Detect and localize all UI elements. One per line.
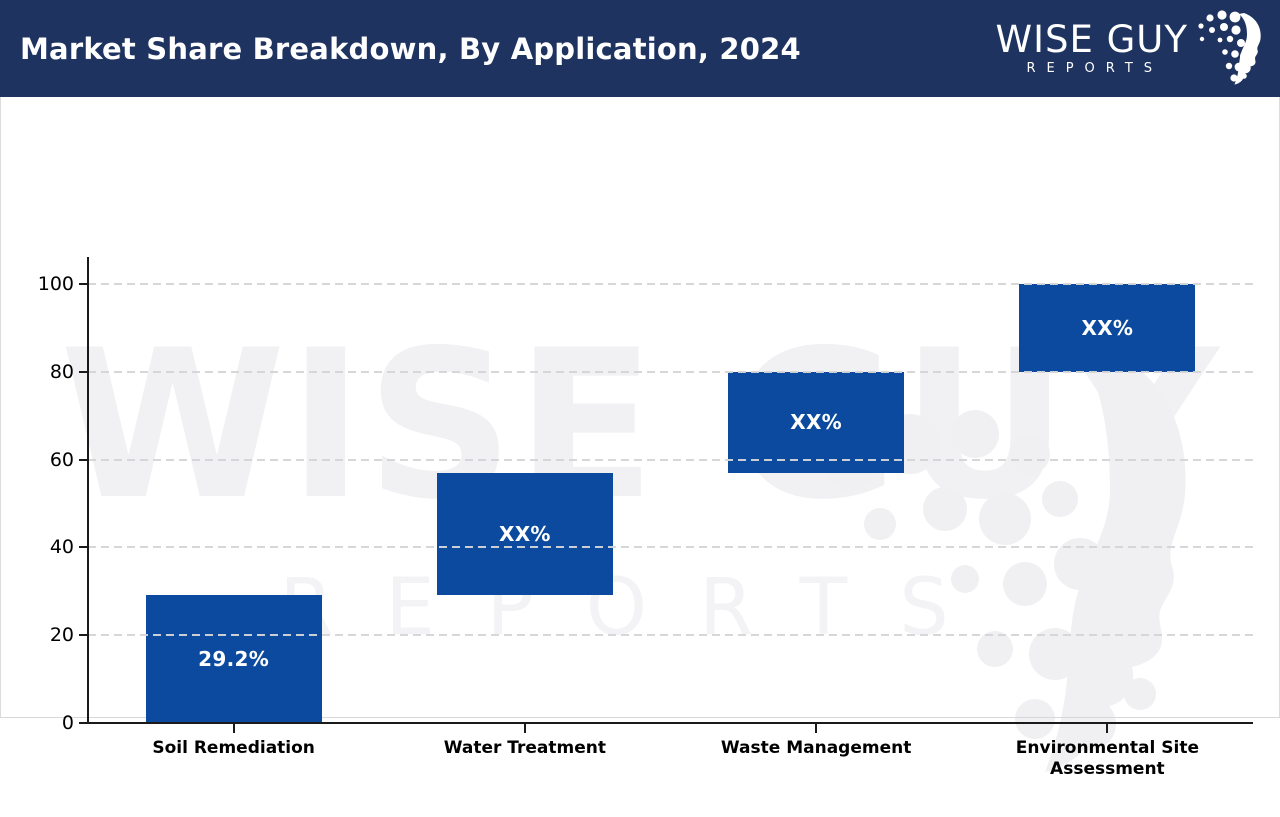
x-tick <box>815 724 818 733</box>
logo-wordmark: WISE GUY REPORTS <box>996 21 1188 76</box>
logo-face-icon <box>1198 9 1261 84</box>
bar-segment: XX% <box>1019 284 1196 372</box>
gridline-20 <box>88 634 1253 637</box>
x-category-label: Environmental Site Assessment <box>1015 738 1199 780</box>
y-tick-60 <box>79 458 88 461</box>
logo-wordmark-line1: WISE GUY <box>995 18 1188 61</box>
bar-value-label: XX% <box>1081 315 1134 340</box>
y-tick-0 <box>79 722 88 724</box>
page-title: Market Share Breakdown, By Application, … <box>20 31 801 66</box>
gridline-40 <box>88 546 1253 549</box>
y-tick-label-20: 20 <box>49 624 74 647</box>
bar-segment: XX% <box>436 472 613 595</box>
bar-value-label: XX% <box>790 410 843 435</box>
plot: 0 20 40 60 80 100 29.2% Soil Remediation XX% Wate… <box>0 97 1280 817</box>
y-tick-label-60: 60 <box>49 448 74 471</box>
page-border-left <box>0 97 1 718</box>
y-tick-label-0: 0 <box>61 712 74 734</box>
y-tick-label-80: 80 <box>49 360 74 383</box>
gridline-80 <box>88 370 1253 373</box>
bar-value-label: 29.2% <box>198 646 270 671</box>
y-tick-100 <box>79 283 88 285</box>
x-category-label: Soil Remediation <box>152 738 315 758</box>
bar-value-label: XX% <box>498 521 551 546</box>
chart-area: WISE GUY REPORTS 0 20 40 60 80 100 29.2% Soil R… <box>0 97 1280 779</box>
report-page: Market Share Breakdown, By Application, … <box>0 0 1280 779</box>
x-axis-line <box>87 722 1253 724</box>
x-tick <box>1106 724 1109 733</box>
x-tick <box>523 724 526 733</box>
page-border-bottom <box>0 717 1280 718</box>
y-tick-40 <box>79 546 88 549</box>
x-category-label: Water Treatment <box>443 738 607 758</box>
y-tick-label-40: 40 <box>49 536 74 559</box>
y-tick-80 <box>79 370 88 373</box>
bar-segment: XX% <box>728 371 905 473</box>
x-category-label: Waste Management <box>720 738 912 758</box>
x-tick <box>232 724 235 733</box>
wise-guy-logo: WISE GUY REPORTS <box>996 9 1262 88</box>
header: Market Share Breakdown, By Application, … <box>0 0 1280 97</box>
y-tick-label-100: 100 <box>37 273 74 295</box>
y-tick-20 <box>79 634 88 637</box>
gridline-100 <box>88 283 1253 285</box>
watermark-subtitle: REPORTS <box>279 563 1001 653</box>
logo-wordmark-line2: REPORTS <box>1026 61 1164 76</box>
gridline-60 <box>88 458 1253 461</box>
y-axis-line <box>87 257 89 724</box>
bar-segment: 29.2% <box>145 594 322 723</box>
